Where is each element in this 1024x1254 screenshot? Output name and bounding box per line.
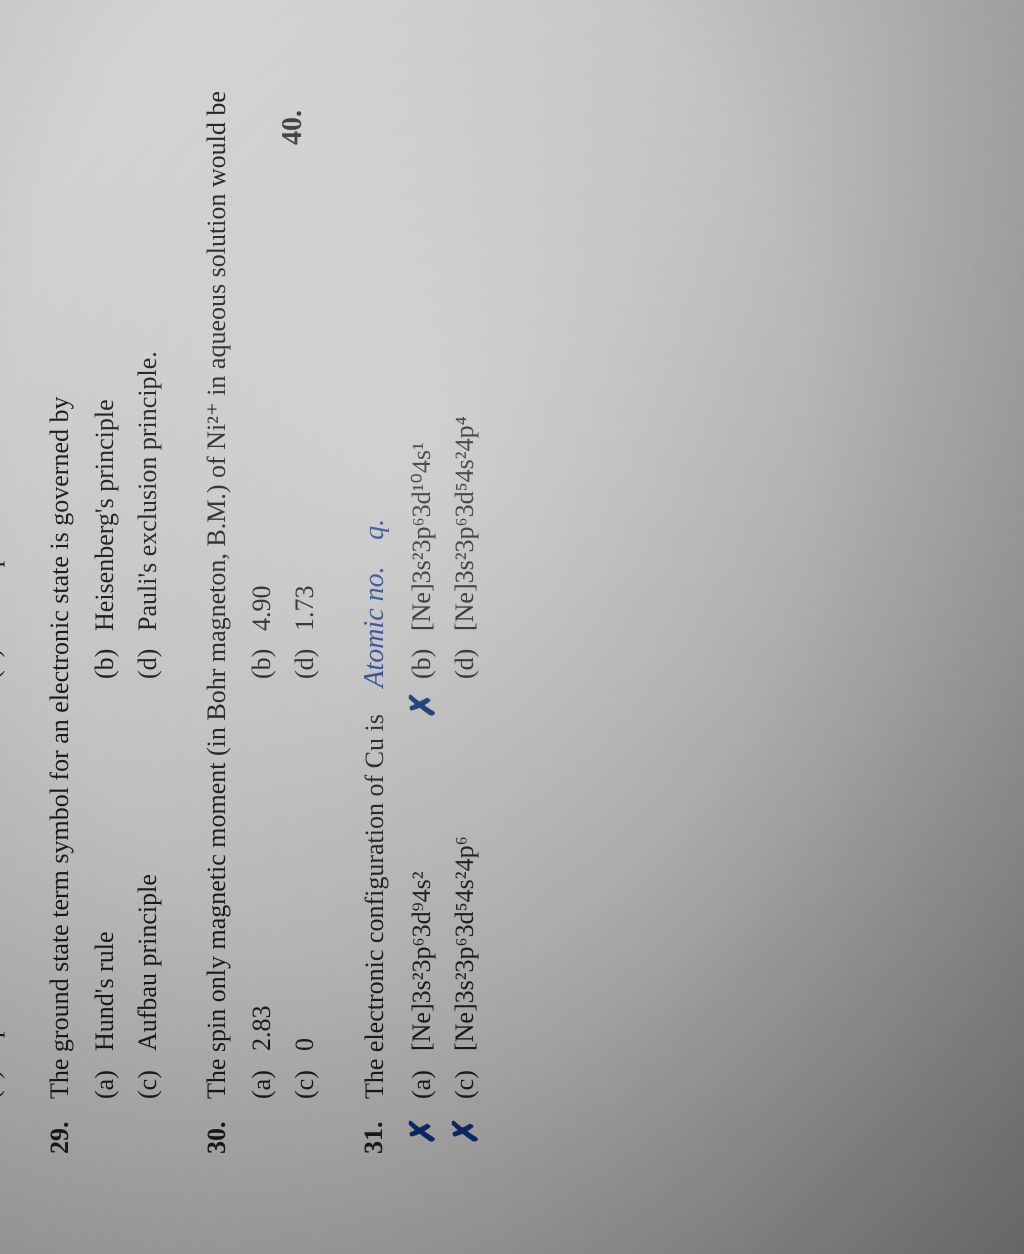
option-label: (c) (128, 1051, 167, 1099)
next-column-numbers: 39. 40. (0, 110, 654, 145)
handwritten-q: q. (359, 519, 390, 540)
question-number: 31. (354, 1099, 393, 1154)
option-31c: ✗ (c) [Ne]3s²3p⁶3d⁵4s²4p⁶ (445, 679, 484, 1099)
question-28: 28. Which energy level order is not corr… (0, 80, 14, 1154)
option-text: Aufbau principle (128, 679, 167, 1051)
option-label: (b) (85, 631, 124, 679)
option-text: Hund's rule (85, 679, 124, 1051)
option-text: 0 (285, 679, 324, 1051)
option-label: (d) (0, 631, 10, 679)
option-label: (c) (285, 1051, 324, 1099)
question-stem: The electronic configuration of Cu is (360, 714, 389, 1099)
option-text: Pauli's exclusion principle. (128, 80, 167, 631)
option-31b: ✗ (b) [Ne]3s²3p⁶3d¹⁰4s¹ (402, 80, 441, 679)
option-text: 1.73 (285, 80, 324, 631)
question-text: The ground state term symbol for an elec… (40, 80, 79, 1099)
handwritten-atomic-no: Atomic no. (359, 566, 390, 687)
cross-mark-icon: ✗ (441, 1117, 492, 1146)
option-31a: ✗ (a) [Ne]3s²3p⁶3d⁹4s² (402, 679, 441, 1099)
question-30: 30. The spin only magnetic moment (in Bo… (197, 80, 328, 1154)
option-label: (a) (242, 1051, 281, 1099)
option-28c: (c) 3p > 2s (0, 679, 10, 1099)
question-29: 29. The ground state term symbol for an … (40, 80, 171, 1154)
option-text: 2.83 (242, 679, 281, 1051)
option-31d: (d) [Ne]3s²3p⁶3d⁵4s²4p⁴ (445, 80, 484, 679)
option-label: (b) (402, 631, 441, 679)
scanned-textbook-page: orientation of spin of the electron. 28.… (0, 0, 794, 1254)
option-29a: (a) Hund's rule (85, 679, 124, 1099)
option-label: (a) (402, 1051, 441, 1099)
option-text: 4.90 (242, 80, 281, 631)
option-text: 4s < 3p (0, 80, 10, 631)
side-number-40: 40. (272, 110, 314, 145)
option-29c: (c) Aufbau principle (128, 679, 167, 1099)
cross-mark-icon: ✗ (398, 691, 449, 720)
option-label: (c) (0, 1051, 10, 1099)
option-label: (c) (445, 1051, 484, 1099)
option-29b: (b) Heisenberg's principle (85, 80, 124, 679)
option-30c: (c) 0 (285, 679, 324, 1099)
option-label: (d) (285, 631, 324, 679)
option-28d: (d) 4s < 3p (0, 80, 10, 679)
question-text: The spin only magnetic moment (in Bohr m… (197, 80, 236, 1099)
question-31: 31. The electronic configuration of Cu i… (354, 80, 488, 1154)
question-number: 29. (40, 1099, 79, 1154)
option-label: (d) (128, 631, 167, 679)
option-30a: (a) 2.83 (242, 679, 281, 1099)
option-30b: (b) 4.90 (242, 80, 281, 679)
option-label: (a) (85, 1051, 124, 1099)
question-text: The electronic configuration of Cu is At… (354, 80, 396, 1099)
option-text: [Ne]3s²3p⁶3d⁵4s²4p⁴ (445, 80, 484, 631)
option-text: Heisenberg's principle (85, 80, 124, 631)
option-30d: (d) 1.73 (285, 80, 324, 679)
option-29d: (d) Pauli's exclusion principle. (128, 80, 167, 679)
option-text: 3p > 2s (0, 679, 10, 1051)
option-text: [Ne]3s²3p⁶3d⁵4s²4p⁶ (445, 679, 484, 1051)
option-text: [Ne]3s²3p⁶3d¹⁰4s¹ (402, 80, 441, 631)
option-text: [Ne]3s²3p⁶3d⁹4s² (402, 679, 441, 1051)
option-label: (b) (242, 631, 281, 679)
question-number: 30. (197, 1099, 236, 1154)
option-label: (d) (445, 631, 484, 679)
